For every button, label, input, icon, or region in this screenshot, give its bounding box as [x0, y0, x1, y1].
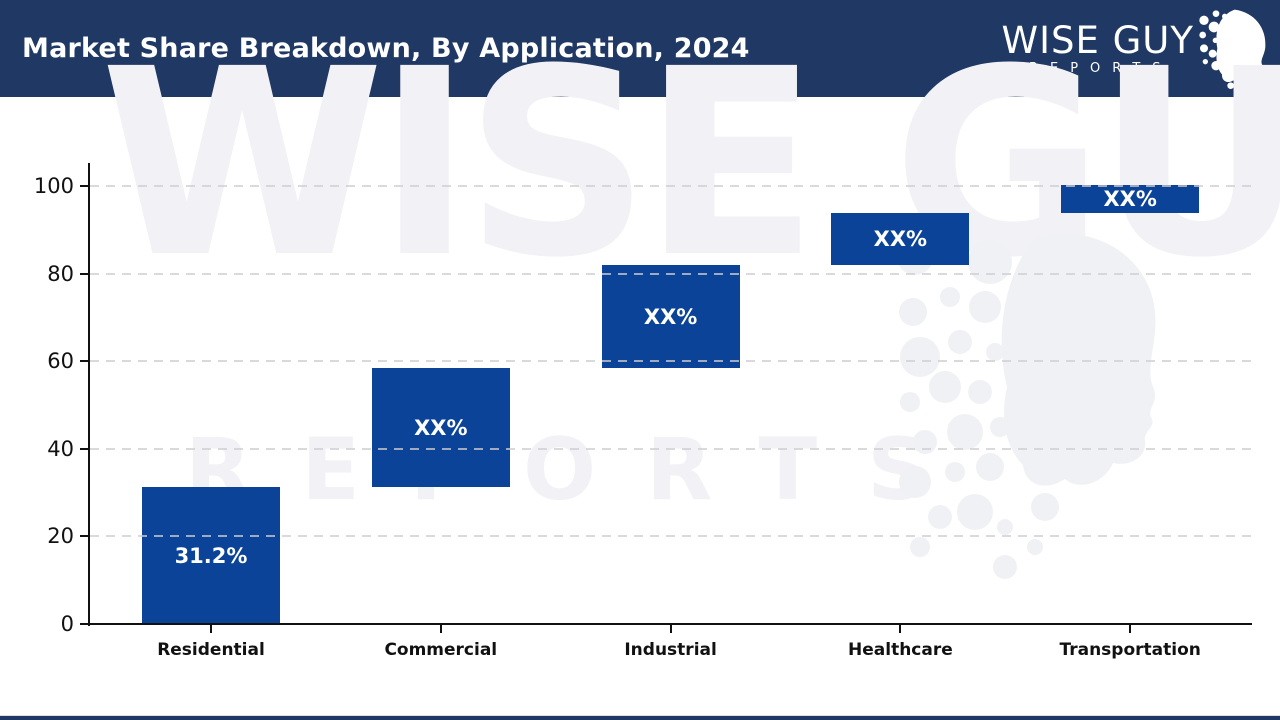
- x-category-label: Transportation: [1059, 640, 1201, 660]
- x-category-label: Healthcare: [848, 640, 953, 660]
- x-category-label: Commercial: [384, 640, 498, 660]
- brand-name: WISE GUY: [1001, 19, 1194, 62]
- bar-healthcare: XX%: [831, 212, 970, 266]
- bar-industrial: XX%: [601, 265, 740, 369]
- y-tick-mark: [80, 623, 88, 625]
- brand-subtitle: REPORTS: [1028, 61, 1173, 76]
- bar-value-label: XX%: [1103, 186, 1157, 211]
- x-tick-mark: [1129, 625, 1132, 633]
- brand-logo: WISE GUY REPORTS: [1002, 5, 1276, 93]
- gridline-60: [90, 360, 1252, 363]
- x-category-label: Residential: [157, 640, 265, 660]
- bar-commercial: XX%: [371, 368, 510, 488]
- bar-value-label: XX%: [873, 226, 928, 251]
- header-bar: Market Share Breakdown, By Application, …: [0, 0, 1280, 97]
- waterfall-chart: WISE GUY REPORTS 02040608010031.2%Reside…: [0, 35, 1280, 716]
- gridline-100: [90, 185, 1252, 187]
- gridline-20: [90, 535, 1252, 538]
- y-tick-label: 80: [47, 261, 74, 286]
- x-tick-mark: [669, 625, 672, 633]
- y-tick-label: 100: [33, 174, 74, 198]
- page-title: Market Share Breakdown, By Application, …: [22, 33, 750, 64]
- bar-transportation: XX%: [1061, 184, 1200, 213]
- y-tick-mark: [80, 360, 88, 363]
- x-category-label: Industrial: [624, 640, 717, 660]
- y-tick-label: 20: [47, 524, 74, 549]
- y-tick-label: 0: [60, 612, 74, 636]
- brand-head-icon: [1199, 9, 1266, 89]
- bar-residential: 31.2%: [142, 487, 280, 624]
- y-tick-mark: [80, 185, 88, 187]
- x-tick-mark: [899, 625, 902, 633]
- brand-logo-text: WISE GUY REPORTS: [1002, 22, 1194, 75]
- gridline-40: [90, 447, 1252, 450]
- x-tick-mark: [439, 625, 442, 633]
- bar-value-label: XX%: [414, 415, 468, 440]
- y-tick-mark: [80, 535, 88, 538]
- footer-bar: [0, 715, 1280, 720]
- watermark-subtext: REPORTS: [185, 420, 980, 520]
- y-tick-mark: [80, 447, 88, 450]
- y-tick-mark: [80, 272, 88, 275]
- y-tick-label: 60: [47, 349, 74, 374]
- y-tick-label: 40: [47, 436, 74, 461]
- x-tick-mark: [210, 625, 212, 633]
- gridline-80: [90, 272, 1252, 275]
- watermark-head-icon: [897, 230, 1156, 579]
- bar-value-label: 31.2%: [174, 543, 248, 568]
- y-axis-line: [88, 163, 90, 626]
- x-axis-line: [88, 623, 1252, 625]
- bar-value-label: XX%: [643, 304, 698, 329]
